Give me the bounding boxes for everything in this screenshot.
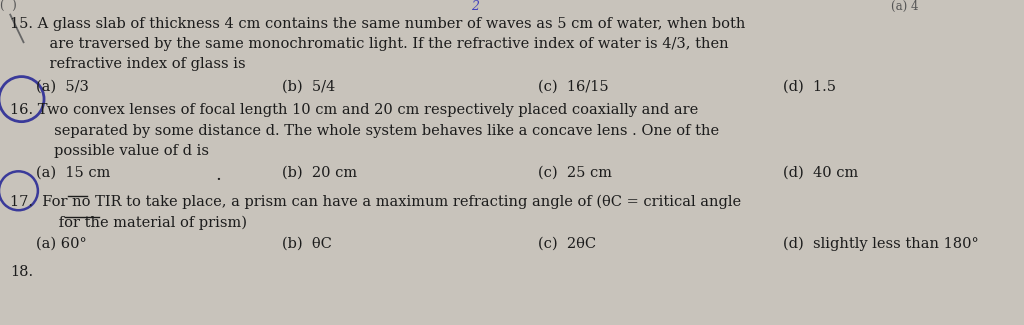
Text: (  ): ( ) [0, 0, 16, 13]
Text: (d)  1.5: (d) 1.5 [783, 80, 837, 94]
Text: .: . [215, 166, 221, 184]
Text: (d)  slightly less than 180°: (d) slightly less than 180° [783, 237, 979, 251]
Text: (a) 4: (a) 4 [891, 0, 919, 13]
Text: (d)  40 cm: (d) 40 cm [783, 166, 858, 180]
Text: 15. A glass slab of thickness 4 cm contains the same number of waves as 5 cm of : 15. A glass slab of thickness 4 cm conta… [10, 17, 745, 31]
Text: 2: 2 [471, 0, 479, 13]
Text: (a)  15 cm: (a) 15 cm [36, 166, 111, 180]
Text: (b)  20 cm: (b) 20 cm [282, 166, 356, 180]
Text: 18.: 18. [10, 265, 34, 279]
Text: possible value of d is: possible value of d is [31, 144, 209, 158]
Text: 17.  For no TIR to take place, a prism can have a maximum refracting angle of (θ: 17. For no TIR to take place, a prism ca… [10, 195, 741, 209]
Text: refractive index of glass is: refractive index of glass is [31, 57, 246, 71]
Text: (c)  2θC: (c) 2θC [538, 237, 596, 251]
Text: 16. Two convex lenses of focal length 10 cm and 20 cm respectively placed coaxia: 16. Two convex lenses of focal length 10… [10, 103, 698, 117]
Text: (c)  25 cm: (c) 25 cm [538, 166, 611, 180]
Text: (b)  θC: (b) θC [282, 237, 332, 251]
Text: are traversed by the same monochromatic light. If the refractive index of water : are traversed by the same monochromatic … [31, 37, 728, 51]
Text: separated by some distance d. The whole system behaves like a concave lens . One: separated by some distance d. The whole … [31, 124, 719, 137]
Text: (c)  16/15: (c) 16/15 [538, 80, 608, 94]
Text: for the material of prism): for the material of prism) [31, 215, 247, 229]
Text: (a)  5/3: (a) 5/3 [36, 80, 89, 94]
Text: (a) 60°: (a) 60° [36, 237, 87, 251]
Text: (b)  5/4: (b) 5/4 [282, 80, 335, 94]
